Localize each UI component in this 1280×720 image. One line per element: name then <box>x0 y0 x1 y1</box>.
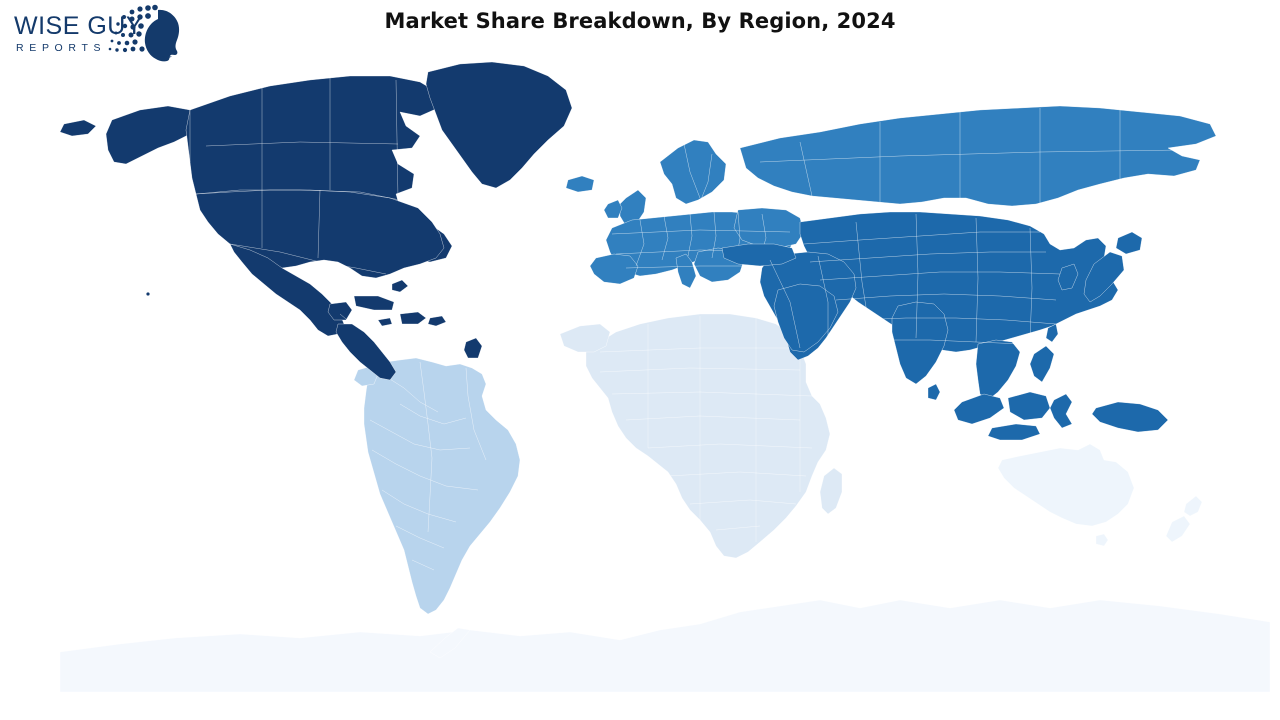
region-europe <box>566 106 1216 288</box>
yucatan-shape <box>328 302 352 320</box>
logo-wordmark-secondary: R E P O R T S <box>16 42 102 54</box>
iceland-shape <box>566 176 594 192</box>
french-guiana-shape <box>464 338 482 358</box>
greenland-shape <box>426 62 572 188</box>
indochina-shape <box>976 340 1020 400</box>
world-map <box>0 52 1280 720</box>
tasmania-shape <box>1096 534 1108 546</box>
jamaica-shape <box>378 318 392 326</box>
logo-graphic: WISE GUY R E P O R T S <box>14 4 180 62</box>
antarctica-peninsula <box>430 628 470 658</box>
region-middle-east-africa <box>560 314 842 558</box>
india-shape <box>892 302 948 384</box>
indonesia-sumatra-shape <box>954 394 1004 424</box>
philippines-shape <box>1030 346 1054 382</box>
iberia-shape <box>590 254 638 284</box>
region-antarctica <box>60 600 1270 692</box>
new-zealand-south-shape <box>1166 516 1190 542</box>
world-map-svg <box>0 52 1280 720</box>
korea-shape <box>1058 264 1078 290</box>
south-america-shape <box>364 358 520 614</box>
north-america-borders <box>189 78 421 325</box>
logo-head-profile-icon <box>144 9 180 62</box>
united-states-shape <box>196 190 444 278</box>
central-america-shape <box>336 324 396 380</box>
region-oceania <box>998 444 1202 546</box>
aleutian-islands-shape <box>60 120 96 136</box>
mexico-shape <box>230 244 344 336</box>
cuba-shape <box>354 296 394 310</box>
hispaniola-shape <box>400 312 426 324</box>
australia-shape <box>998 444 1134 526</box>
europe-country-borders <box>611 108 1181 269</box>
south-america-country-borders <box>369 361 487 571</box>
ireland-shape <box>604 200 622 218</box>
page-title: Market Share Breakdown, By Region, 2024 <box>384 9 896 33</box>
scandinavia-shape <box>660 140 726 204</box>
sulawesi-shape <box>1050 394 1072 428</box>
sri-lanka-shape <box>928 384 940 400</box>
russia-shape <box>740 106 1216 206</box>
northwest-africa-shape <box>560 324 610 352</box>
new-guinea-shape <box>1092 402 1168 432</box>
italy-shape <box>676 254 696 288</box>
new-zealand-north-shape <box>1184 496 1202 516</box>
asia-mainland-shape <box>800 212 1118 352</box>
alaska-shape <box>106 106 198 164</box>
region-south-america <box>354 358 520 614</box>
japan-shape <box>1084 252 1124 302</box>
bahamas-shape <box>392 280 408 292</box>
asia-country-borders <box>769 213 1061 349</box>
wise-guy-reports-logo: WISE GUY R E P O R T S <box>12 4 196 62</box>
arabian-peninsula-shape <box>774 284 838 352</box>
taiwan-shape <box>1046 324 1058 342</box>
turkey-shape <box>722 244 796 266</box>
antarctica-shape <box>60 600 1270 692</box>
indonesia-java-shape <box>988 424 1040 440</box>
hawaii-marker-shape <box>146 292 150 296</box>
logo-dot-matrix-icon <box>108 4 158 53</box>
borneo-shape <box>1008 392 1050 420</box>
puerto-rico-shape <box>428 316 446 326</box>
africa-country-borders <box>599 316 813 542</box>
japan-hokkaido-shape <box>1116 232 1142 254</box>
ukraine-belarus-shape <box>734 208 804 248</box>
region-north-america <box>60 62 572 380</box>
region-asia-pacific <box>464 212 1168 440</box>
madagascar-shape <box>820 468 842 514</box>
